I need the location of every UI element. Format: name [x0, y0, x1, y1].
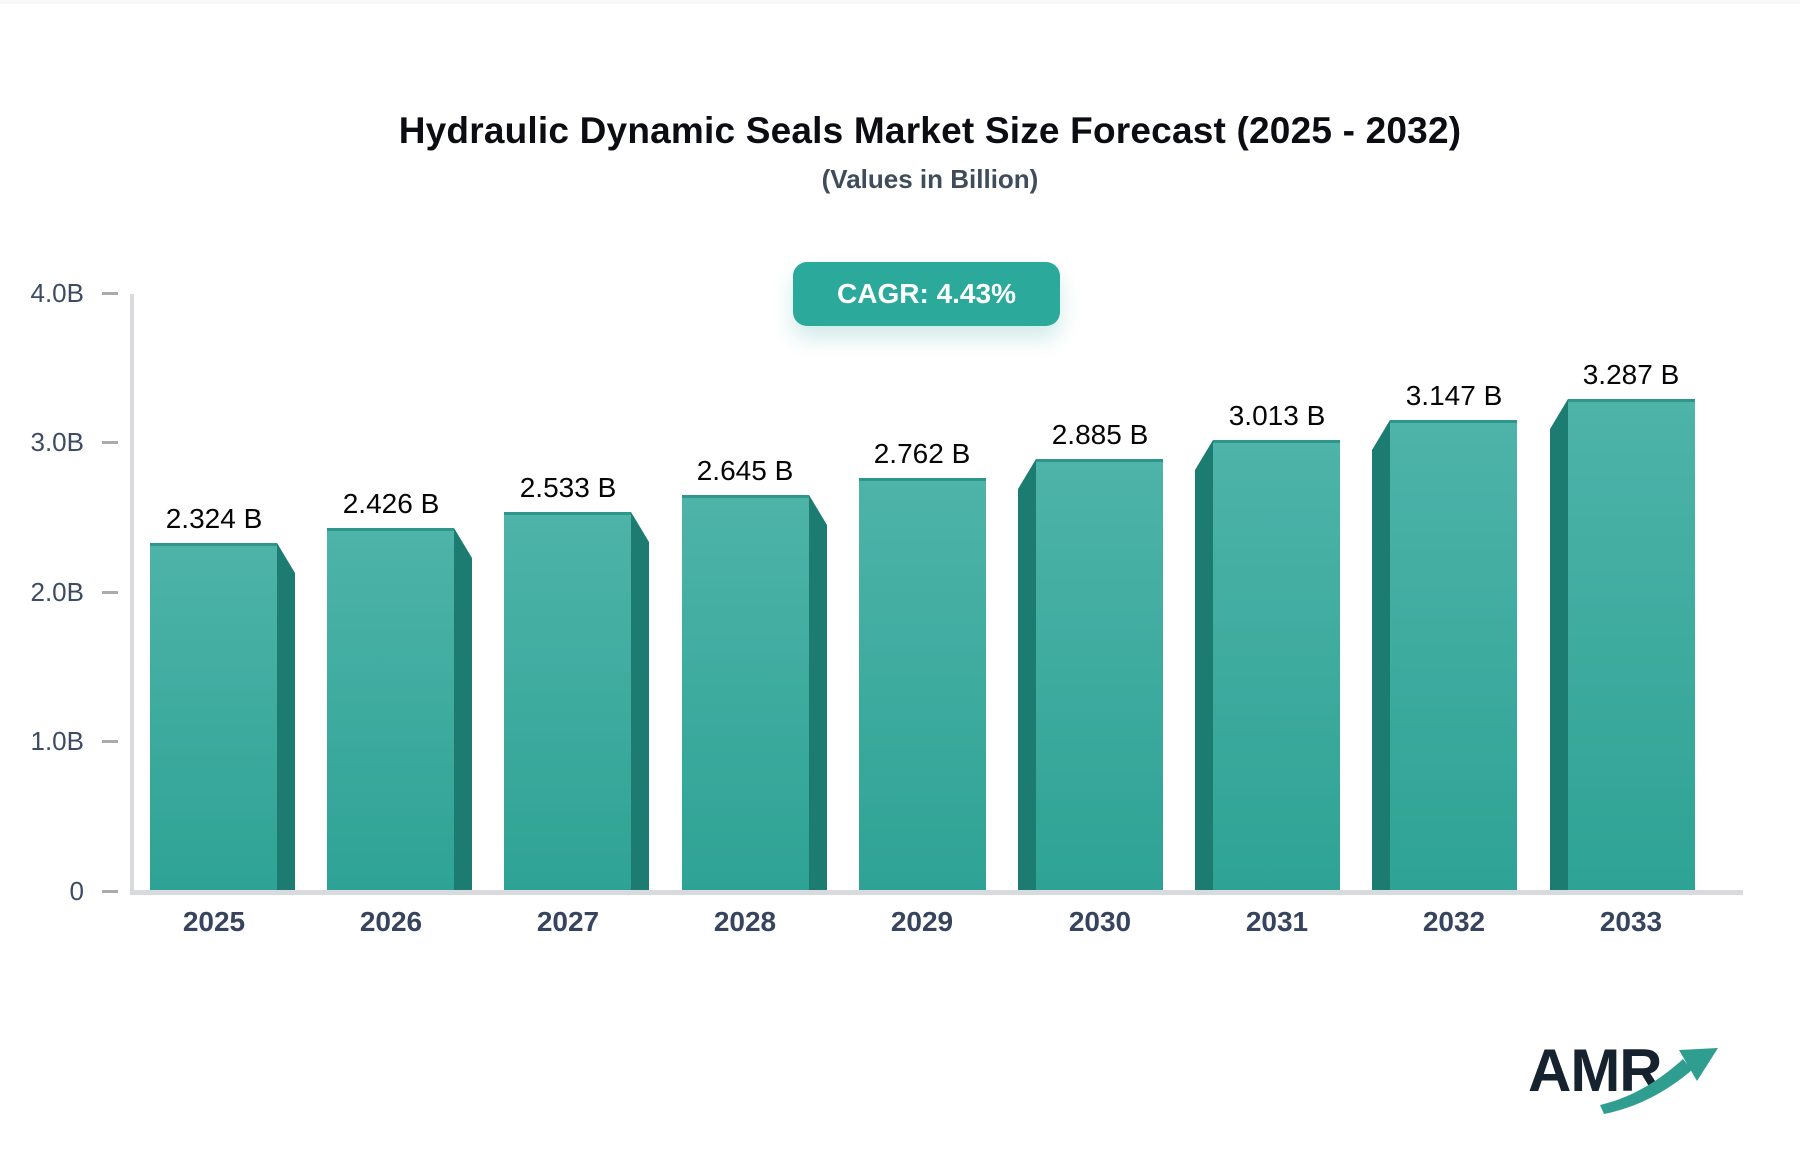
- bar-2027: [504, 512, 631, 890]
- bar-value-label-2028: 2.645 B: [696, 455, 794, 486]
- y-tick-mark: [102, 292, 118, 295]
- x-tick-label-2033: 2033: [1599, 906, 1663, 937]
- y-tick-mark: [102, 441, 118, 444]
- x-tick-label-2030: 2030: [1068, 906, 1132, 937]
- bar-value-label-2031: 3.013 B: [1228, 400, 1326, 431]
- bar-2030: [1036, 459, 1163, 890]
- x-tick-label-2031: 2031: [1245, 906, 1309, 937]
- bar-2026: [327, 528, 454, 890]
- bar-2032: [1390, 420, 1517, 890]
- y-tick-label-1.0B: 1.0B: [30, 726, 85, 756]
- y-tick-mark: [102, 591, 118, 594]
- bar-side-3d-2031: [1195, 440, 1213, 890]
- x-tick-label-2027: 2027: [536, 906, 600, 937]
- cagr-badge-label: CAGR: 4.43%: [837, 278, 1016, 309]
- bar-side-3d-2030: [1018, 459, 1036, 890]
- y-tick-label-4.0B: 4.0B: [30, 278, 85, 308]
- chart-subtitle: (Values in Billion): [821, 164, 1039, 194]
- bar-side-3d-2027: [631, 512, 649, 890]
- bar-value-label-2025: 2.324 B: [165, 503, 263, 534]
- bar-value-label-2033: 3.287 B: [1582, 359, 1680, 390]
- bar-side-3d-2025: [277, 543, 295, 890]
- bar-value-label-2029: 2.762 B: [873, 438, 971, 469]
- bar-2033: [1568, 399, 1695, 890]
- bar-side-3d-2033: [1550, 399, 1568, 890]
- y-tick-label-2.0B: 2.0B: [30, 577, 85, 607]
- x-tick-label-2028: 2028: [713, 906, 777, 937]
- y-tick-label-3.0B: 3.0B: [30, 427, 85, 457]
- bar-side-3d-2032: [1372, 420, 1390, 890]
- bar-value-label-2032: 3.147 B: [1405, 380, 1503, 411]
- bar-2028: [682, 495, 809, 890]
- x-axis-baseline: [130, 890, 1743, 895]
- x-tick-label-2029: 2029: [890, 906, 954, 937]
- bar-value-label-2026: 2.426 B: [342, 488, 440, 519]
- bar-2025: [150, 543, 277, 890]
- chart-title: Hydraulic Dynamic Seals Market Size Fore…: [398, 110, 1462, 151]
- y-tick-label-0: 0: [69, 876, 84, 906]
- y-tick-mark: [102, 740, 118, 743]
- x-tick-label-2026: 2026: [359, 906, 423, 937]
- bar-value-label-2027: 2.533 B: [519, 472, 617, 503]
- cagr-badge: CAGR: 4.43%: [793, 262, 1060, 326]
- amr-logo: AMR: [1520, 1034, 1740, 1124]
- bar-2029: [859, 478, 986, 890]
- y-tick-mark: [102, 890, 118, 893]
- x-tick-label-2032: 2032: [1422, 906, 1486, 937]
- bar-side-3d-2026: [454, 528, 472, 890]
- x-tick-label-2025: 2025: [182, 906, 246, 937]
- y-axis-line: [130, 294, 134, 894]
- bar-2031: [1213, 440, 1340, 890]
- growth-arrow-icon: [1600, 1048, 1718, 1114]
- bar-side-3d-2028: [809, 495, 827, 890]
- bar-value-label-2030: 2.885 B: [1051, 419, 1149, 450]
